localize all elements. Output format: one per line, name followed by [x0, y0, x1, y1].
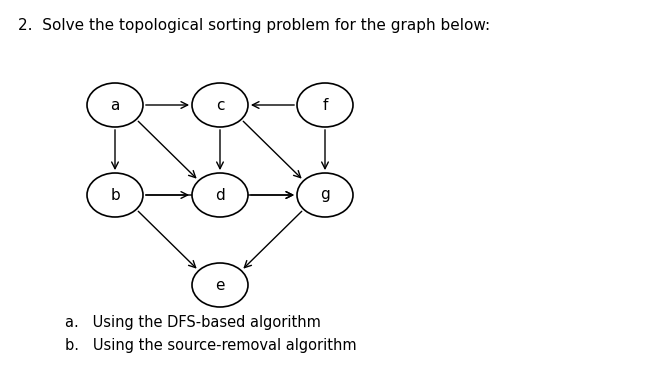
Text: b: b: [110, 187, 120, 202]
Ellipse shape: [297, 83, 353, 127]
Ellipse shape: [192, 263, 248, 307]
Ellipse shape: [192, 173, 248, 217]
Text: a: a: [110, 98, 120, 112]
Text: g: g: [320, 187, 330, 202]
Text: 2.  Solve the topological sorting problem for the graph below:: 2. Solve the topological sorting problem…: [18, 18, 490, 33]
Text: b.   Using the source-removal algorithm: b. Using the source-removal algorithm: [65, 338, 357, 353]
Ellipse shape: [192, 83, 248, 127]
Text: d: d: [215, 187, 225, 202]
Text: e: e: [215, 277, 225, 293]
Ellipse shape: [297, 173, 353, 217]
Ellipse shape: [87, 83, 143, 127]
Text: f: f: [322, 98, 328, 112]
Text: a.   Using the DFS-based algorithm: a. Using the DFS-based algorithm: [65, 315, 321, 330]
Text: c: c: [216, 98, 224, 112]
Ellipse shape: [87, 173, 143, 217]
